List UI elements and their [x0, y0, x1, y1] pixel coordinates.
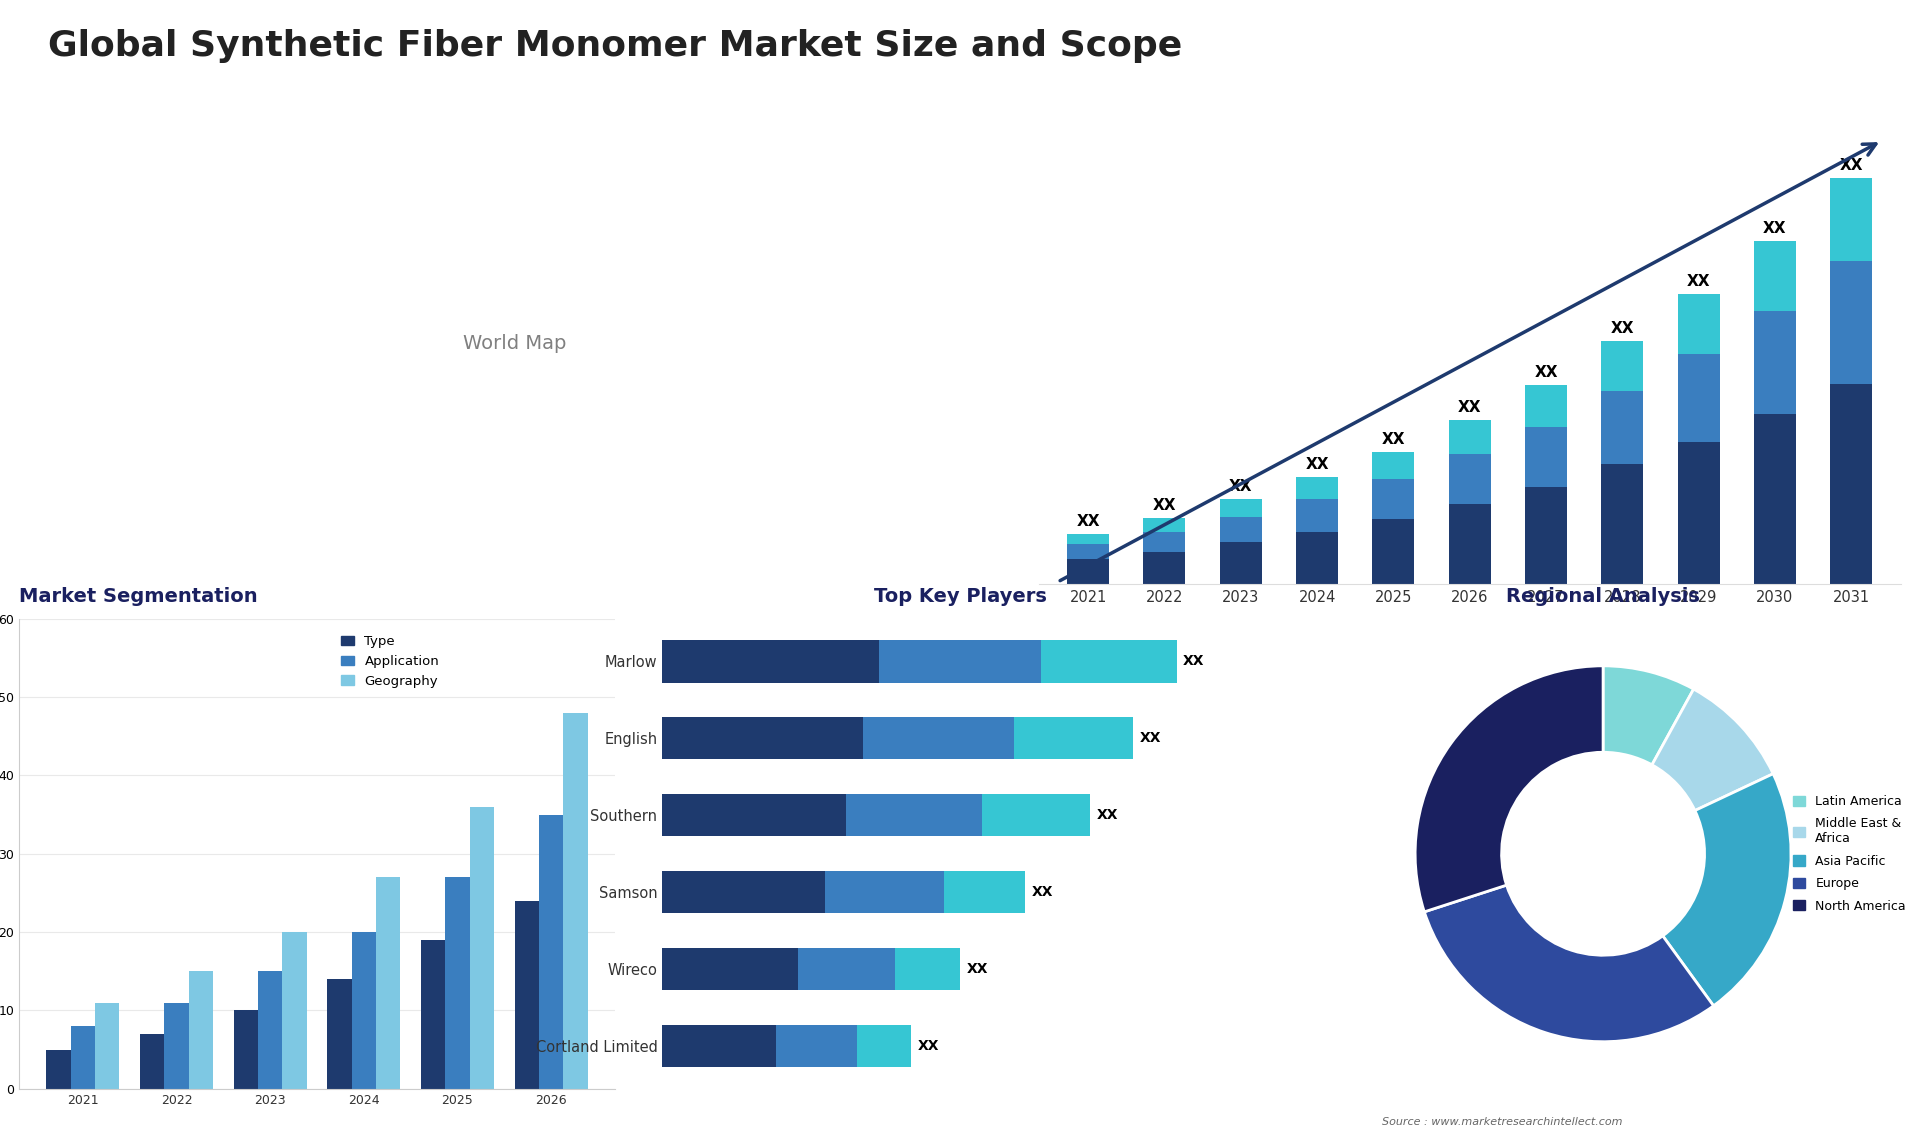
Text: XX: XX [1611, 321, 1634, 336]
Bar [662, 948, 797, 990]
Title: Top Key Players: Top Key Players [874, 587, 1046, 606]
Text: XX: XX [1152, 499, 1177, 513]
Text: XX: XX [1457, 400, 1482, 415]
Bar [1296, 532, 1338, 584]
Text: XX: XX [1763, 221, 1788, 236]
Bar [856, 1025, 912, 1067]
Bar [1450, 504, 1490, 584]
Bar [1753, 241, 1795, 312]
Bar [662, 717, 862, 760]
Bar [1373, 479, 1415, 519]
Bar [1144, 532, 1185, 552]
Bar [1373, 452, 1415, 479]
Bar [1753, 312, 1795, 414]
Bar [1219, 542, 1261, 584]
Text: XX: XX [1839, 158, 1862, 173]
Bar [981, 794, 1091, 837]
Bar [420, 940, 445, 1089]
Text: XX: XX [1229, 479, 1252, 494]
Bar [1601, 464, 1644, 584]
Text: XX: XX [918, 1039, 939, 1053]
Bar [257, 972, 282, 1089]
Text: XX: XX [1096, 808, 1117, 823]
Bar [234, 1011, 257, 1089]
Bar [797, 948, 895, 990]
Text: World Map: World Map [463, 335, 566, 353]
Legend: Type, Application, Geography: Type, Application, Geography [336, 630, 445, 693]
Bar [1524, 385, 1567, 426]
Bar [662, 641, 879, 683]
Text: XX: XX [966, 963, 989, 976]
Bar [1041, 641, 1177, 683]
Bar [1678, 293, 1720, 354]
Bar [326, 979, 351, 1089]
Text: XX: XX [1688, 274, 1711, 289]
Bar [879, 641, 1041, 683]
Bar [1450, 454, 1490, 504]
Text: XX: XX [1183, 654, 1204, 668]
Bar [1068, 544, 1110, 559]
Wedge shape [1425, 885, 1713, 1042]
Bar [662, 1025, 776, 1067]
Bar [1068, 534, 1110, 544]
Bar [945, 871, 1025, 913]
Bar [1219, 500, 1261, 517]
Bar [470, 807, 493, 1089]
Bar [563, 713, 588, 1089]
Bar [351, 932, 376, 1089]
Bar [1450, 421, 1490, 454]
Bar [776, 1025, 856, 1067]
Text: XX: XX [1382, 432, 1405, 447]
Bar [826, 871, 945, 913]
Text: XX: XX [1534, 366, 1557, 380]
Bar [1219, 517, 1261, 542]
Bar [94, 1003, 119, 1089]
Bar [282, 932, 307, 1089]
Text: XX: XX [1306, 456, 1329, 472]
Bar [188, 972, 213, 1089]
Bar [1601, 392, 1644, 464]
Bar [1144, 518, 1185, 532]
Bar [1068, 559, 1110, 584]
Bar [1601, 342, 1644, 392]
Bar [46, 1050, 71, 1089]
Bar [1678, 354, 1720, 441]
Wedge shape [1651, 689, 1774, 810]
Text: Global Synthetic Fiber Monomer Market Size and Scope: Global Synthetic Fiber Monomer Market Si… [48, 29, 1183, 63]
Bar [1830, 384, 1872, 584]
Bar [1524, 426, 1567, 487]
Text: Market Segmentation: Market Segmentation [19, 587, 257, 606]
Bar [1014, 717, 1133, 760]
Wedge shape [1603, 666, 1693, 764]
Bar [1373, 519, 1415, 584]
Text: Source : www.marketresearchintellect.com: Source : www.marketresearchintellect.com [1382, 1117, 1622, 1128]
Bar [847, 794, 981, 837]
Bar [140, 1034, 165, 1089]
Wedge shape [1415, 666, 1603, 912]
Bar [376, 878, 399, 1089]
Bar [515, 901, 540, 1089]
Bar [1830, 261, 1872, 384]
Bar [662, 794, 847, 837]
Title: Regional Analysis: Regional Analysis [1505, 587, 1699, 606]
Text: XX: XX [1140, 731, 1162, 745]
Bar [1678, 441, 1720, 584]
Bar [1524, 487, 1567, 584]
Bar [445, 878, 470, 1089]
Bar [165, 1003, 188, 1089]
Bar [1144, 552, 1185, 584]
Bar [1296, 500, 1338, 532]
Bar [1830, 179, 1872, 261]
Bar [895, 948, 960, 990]
Bar [71, 1026, 94, 1089]
Bar [540, 815, 563, 1089]
Bar [1753, 414, 1795, 584]
Bar [1296, 477, 1338, 500]
Bar [662, 871, 826, 913]
Text: XX: XX [1077, 515, 1100, 529]
Text: XX: XX [1031, 885, 1052, 900]
Bar [862, 717, 1014, 760]
Wedge shape [1663, 774, 1791, 1006]
Legend: Latin America, Middle East &
Africa, Asia Pacific, Europe, North America: Latin America, Middle East & Africa, Asi… [1788, 790, 1910, 918]
